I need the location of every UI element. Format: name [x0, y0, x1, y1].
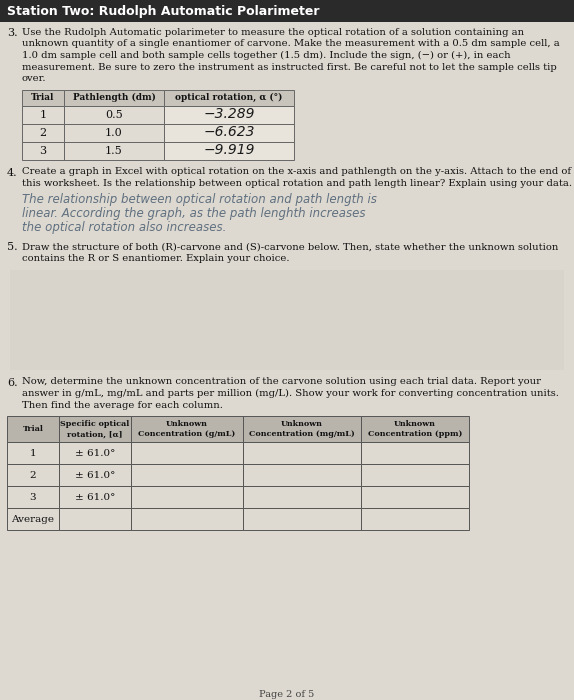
- Bar: [243, 486, 361, 508]
- Bar: [64, 141, 164, 160]
- Bar: [164, 106, 294, 123]
- Text: 3: 3: [30, 493, 36, 501]
- Text: Trial: Trial: [32, 93, 55, 102]
- Bar: [10, 270, 564, 370]
- Bar: [131, 486, 243, 508]
- Text: Pathlength (dm): Pathlength (dm): [72, 93, 156, 102]
- Text: Unknown
Concentration (g/mL): Unknown Concentration (g/mL): [138, 420, 235, 438]
- Text: linear. According the graph, as the path lenghth increases: linear. According the graph, as the path…: [22, 206, 366, 220]
- Text: Use the Rudolph Automatic polarimeter to measure the optical rotation of a solut: Use the Rudolph Automatic polarimeter to…: [22, 28, 524, 37]
- Text: Now, determine the unknown concentration of the carvone solution using each tria: Now, determine the unknown concentration…: [22, 377, 541, 386]
- Bar: [7, 416, 59, 442]
- Bar: [22, 106, 64, 123]
- Bar: [59, 508, 131, 530]
- Bar: [64, 90, 164, 106]
- Text: Draw the structure of both (R)-carvone and (S)-carvone below. Then, state whethe: Draw the structure of both (R)-carvone a…: [22, 242, 559, 251]
- Text: Station Two: Rudolph Automatic Polarimeter: Station Two: Rudolph Automatic Polarimet…: [7, 4, 320, 18]
- Bar: [243, 464, 361, 486]
- Bar: [131, 416, 243, 442]
- Text: 3.: 3.: [7, 28, 18, 38]
- Bar: [164, 90, 294, 106]
- Text: Average: Average: [11, 514, 55, 524]
- Bar: [59, 442, 131, 464]
- Bar: [0, 0, 574, 22]
- Text: −3.289: −3.289: [203, 108, 255, 122]
- Text: 5.: 5.: [7, 242, 18, 253]
- Text: ± 61.0°: ± 61.0°: [75, 470, 115, 480]
- Bar: [361, 508, 469, 530]
- Bar: [164, 123, 294, 141]
- Text: −6.623: −6.623: [203, 125, 255, 139]
- Text: ± 61.0°: ± 61.0°: [75, 493, 115, 501]
- Text: Unknown
Concentration (mg/mL): Unknown Concentration (mg/mL): [249, 420, 355, 438]
- Text: Create a graph in Excel with optical rotation on the x-axis and pathlength on th: Create a graph in Excel with optical rot…: [22, 167, 571, 176]
- Bar: [243, 442, 361, 464]
- Bar: [243, 508, 361, 530]
- Bar: [59, 416, 131, 442]
- Text: 0.5: 0.5: [105, 109, 123, 120]
- Text: contains the R or S enantiomer. Explain your choice.: contains the R or S enantiomer. Explain …: [22, 254, 289, 263]
- Bar: [361, 486, 469, 508]
- Text: answer in g/mL, mg/mL and parts per million (mg/L). Show your work for convertin: answer in g/mL, mg/mL and parts per mill…: [22, 389, 559, 398]
- Bar: [64, 123, 164, 141]
- Text: over.: over.: [22, 74, 46, 83]
- Bar: [22, 141, 64, 160]
- Bar: [361, 416, 469, 442]
- Text: 6.: 6.: [7, 377, 18, 388]
- Text: the optical rotation also increases.: the optical rotation also increases.: [22, 220, 226, 234]
- Bar: [131, 464, 243, 486]
- Bar: [22, 90, 64, 106]
- Text: 2: 2: [40, 127, 46, 137]
- Bar: [164, 141, 294, 160]
- Bar: [59, 464, 131, 486]
- Text: unknown quantity of a single enantiomer of carvone. Make the measurement with a : unknown quantity of a single enantiomer …: [22, 39, 560, 48]
- Bar: [7, 442, 59, 464]
- Text: 2: 2: [30, 470, 36, 480]
- Bar: [64, 106, 164, 123]
- Text: ± 61.0°: ± 61.0°: [75, 449, 115, 458]
- Text: Unknown
Concentration (ppm): Unknown Concentration (ppm): [368, 420, 462, 438]
- Text: 1.0 dm sample cell and both sample cells together (1.5 dm). Include the sign, (−: 1.0 dm sample cell and both sample cells…: [22, 51, 511, 60]
- Bar: [243, 416, 361, 442]
- Text: Page 2 of 5: Page 2 of 5: [259, 690, 315, 699]
- Text: 3: 3: [40, 146, 46, 155]
- Text: this worksheet. Is the relationship between optical rotation and path length lin: this worksheet. Is the relationship betw…: [22, 179, 572, 188]
- Text: −9.919: −9.919: [203, 144, 255, 158]
- Text: 4.: 4.: [7, 167, 18, 178]
- Text: 1: 1: [30, 449, 36, 458]
- Bar: [131, 508, 243, 530]
- Bar: [7, 508, 59, 530]
- Text: 1.5: 1.5: [105, 146, 123, 155]
- Text: Specific optical
rotation, [α]: Specific optical rotation, [α]: [60, 420, 130, 438]
- Text: Then find the average for each column.: Then find the average for each column.: [22, 400, 223, 410]
- Text: 1.0: 1.0: [105, 127, 123, 137]
- Bar: [7, 486, 59, 508]
- Bar: [361, 464, 469, 486]
- Bar: [22, 123, 64, 141]
- Bar: [7, 464, 59, 486]
- Bar: [131, 442, 243, 464]
- Text: optical rotation, α (°): optical rotation, α (°): [175, 93, 282, 102]
- Text: measurement. Be sure to zero the instrument as instructed first. Be careful not : measurement. Be sure to zero the instrum…: [22, 62, 557, 71]
- Text: The relationship between optical rotation and path length is: The relationship between optical rotatio…: [22, 193, 377, 206]
- Text: 1: 1: [40, 109, 46, 120]
- Bar: [361, 442, 469, 464]
- Text: Trial: Trial: [22, 425, 44, 433]
- Bar: [59, 486, 131, 508]
